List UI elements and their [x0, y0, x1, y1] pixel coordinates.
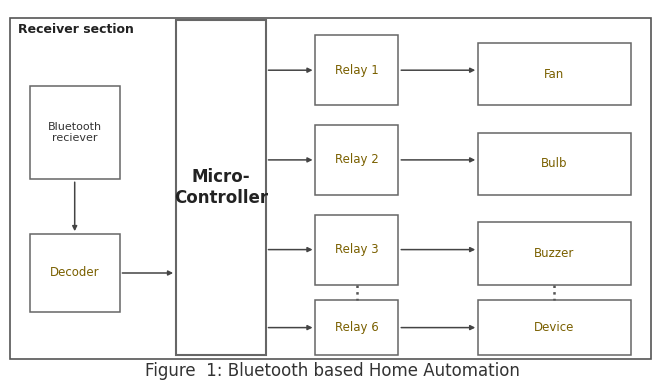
Bar — [176, 20, 266, 355]
Text: Device: Device — [535, 321, 574, 334]
Bar — [478, 300, 631, 355]
Text: Micro-
Controller: Micro- Controller — [174, 168, 268, 207]
Bar — [10, 18, 651, 359]
Bar — [30, 86, 120, 179]
Bar — [315, 300, 398, 355]
Text: Figure  1: Bluetooth based Home Automation: Figure 1: Bluetooth based Home Automatio… — [145, 362, 519, 380]
Bar — [478, 43, 631, 105]
Bar — [315, 35, 398, 105]
Text: Receiver section: Receiver section — [18, 23, 134, 36]
Text: Relay 3: Relay 3 — [335, 243, 378, 256]
Text: Decoder: Decoder — [50, 266, 100, 280]
Text: Bluetooth
reciever: Bluetooth reciever — [48, 122, 102, 144]
Text: Relay 2: Relay 2 — [335, 153, 378, 167]
Bar — [478, 133, 631, 195]
Text: Fan: Fan — [544, 67, 564, 81]
Bar — [30, 234, 120, 312]
Text: Bulb: Bulb — [541, 157, 568, 170]
Bar — [478, 222, 631, 285]
Text: Buzzer: Buzzer — [535, 247, 574, 260]
Text: Relay 1: Relay 1 — [335, 64, 378, 77]
Text: Relay 6: Relay 6 — [335, 321, 378, 334]
Bar — [315, 215, 398, 285]
Bar — [315, 125, 398, 195]
